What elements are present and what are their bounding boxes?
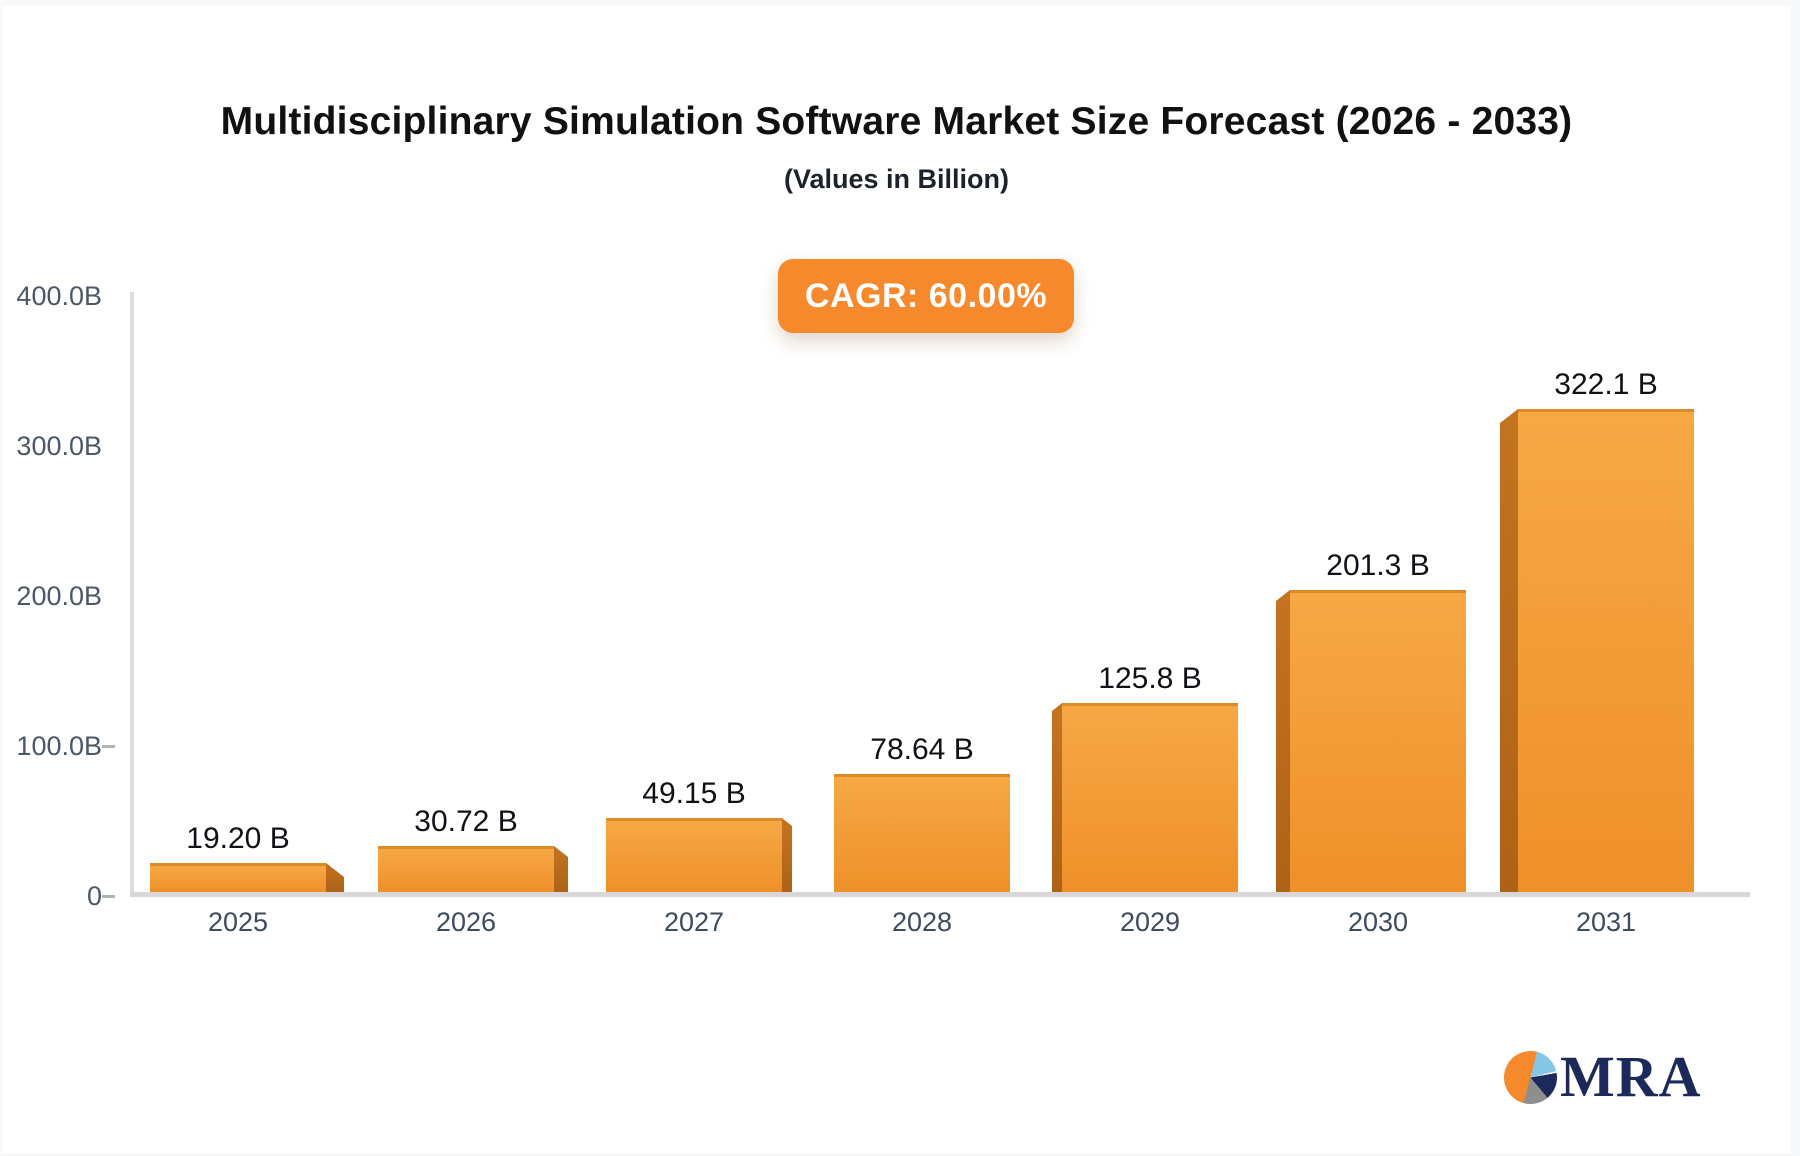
x-tick-label-2031: 2031	[1575, 907, 1637, 937]
page-subtitle: (Values in Billion)	[783, 164, 1010, 194]
cagr-badge: CAGR: 60.00%	[778, 259, 1074, 333]
bar-3d-side-2025	[326, 863, 344, 892]
bar-3d-side-2026	[554, 846, 568, 892]
bar-value-label-2028: 78.64 B	[870, 733, 974, 766]
brand-logo: MRA	[1504, 1044, 1702, 1110]
y-tick-label: 0	[86, 881, 102, 911]
bar-value-label-2026: 30.72 B	[414, 805, 518, 838]
bar-value-label-2025: 19.20 B	[186, 822, 290, 855]
page-title: Multidisciplinary Simulation Software Ma…	[220, 100, 1573, 143]
bar-2030	[1290, 590, 1466, 892]
bar-2028	[834, 774, 1010, 892]
bar-3d-side-2027	[782, 818, 792, 892]
bar-3d-side-2029	[1052, 703, 1062, 892]
x-tick-label-2030: 2030	[1347, 907, 1409, 937]
y-tick-label: 200.0B	[16, 581, 102, 611]
y-tick-mark	[102, 745, 115, 748]
y-tick-label: 400.0B	[16, 281, 102, 311]
bar-2029	[1062, 703, 1238, 892]
y-tick-label: 300.0B	[16, 431, 102, 461]
x-tick-label-2026: 2026	[435, 907, 497, 937]
pie-chart-logo-icon	[1504, 1050, 1557, 1104]
bar-3d-side-2031	[1500, 409, 1518, 892]
x-axis-line	[130, 892, 1750, 897]
x-tick-label-2028: 2028	[891, 907, 953, 937]
x-tick-label-2027: 2027	[663, 907, 725, 937]
bar-2026	[378, 846, 554, 892]
bar-value-label-2027: 49.15 B	[642, 777, 746, 810]
bar-3d-side-2030	[1276, 590, 1290, 892]
x-tick-label-2025: 2025	[207, 907, 269, 937]
bar-value-label-2031: 322.1 B	[1554, 368, 1658, 401]
bar-value-label-2029: 125.8 B	[1098, 662, 1202, 695]
chart-card: Multidisciplinary Simulation Software Ma…	[2, 6, 1791, 1153]
y-tick-label: 100.0B	[16, 731, 102, 761]
bar-value-label-2030: 201.3 B	[1326, 549, 1430, 582]
x-tick-label-2029: 2029	[1119, 907, 1181, 937]
y-tick-mark	[102, 895, 115, 898]
brand-name: MRA	[1560, 1044, 1702, 1109]
y-axis-line	[130, 292, 134, 896]
bar-2025	[150, 863, 326, 892]
bar-2027	[606, 818, 782, 892]
bar-2031	[1518, 409, 1694, 892]
